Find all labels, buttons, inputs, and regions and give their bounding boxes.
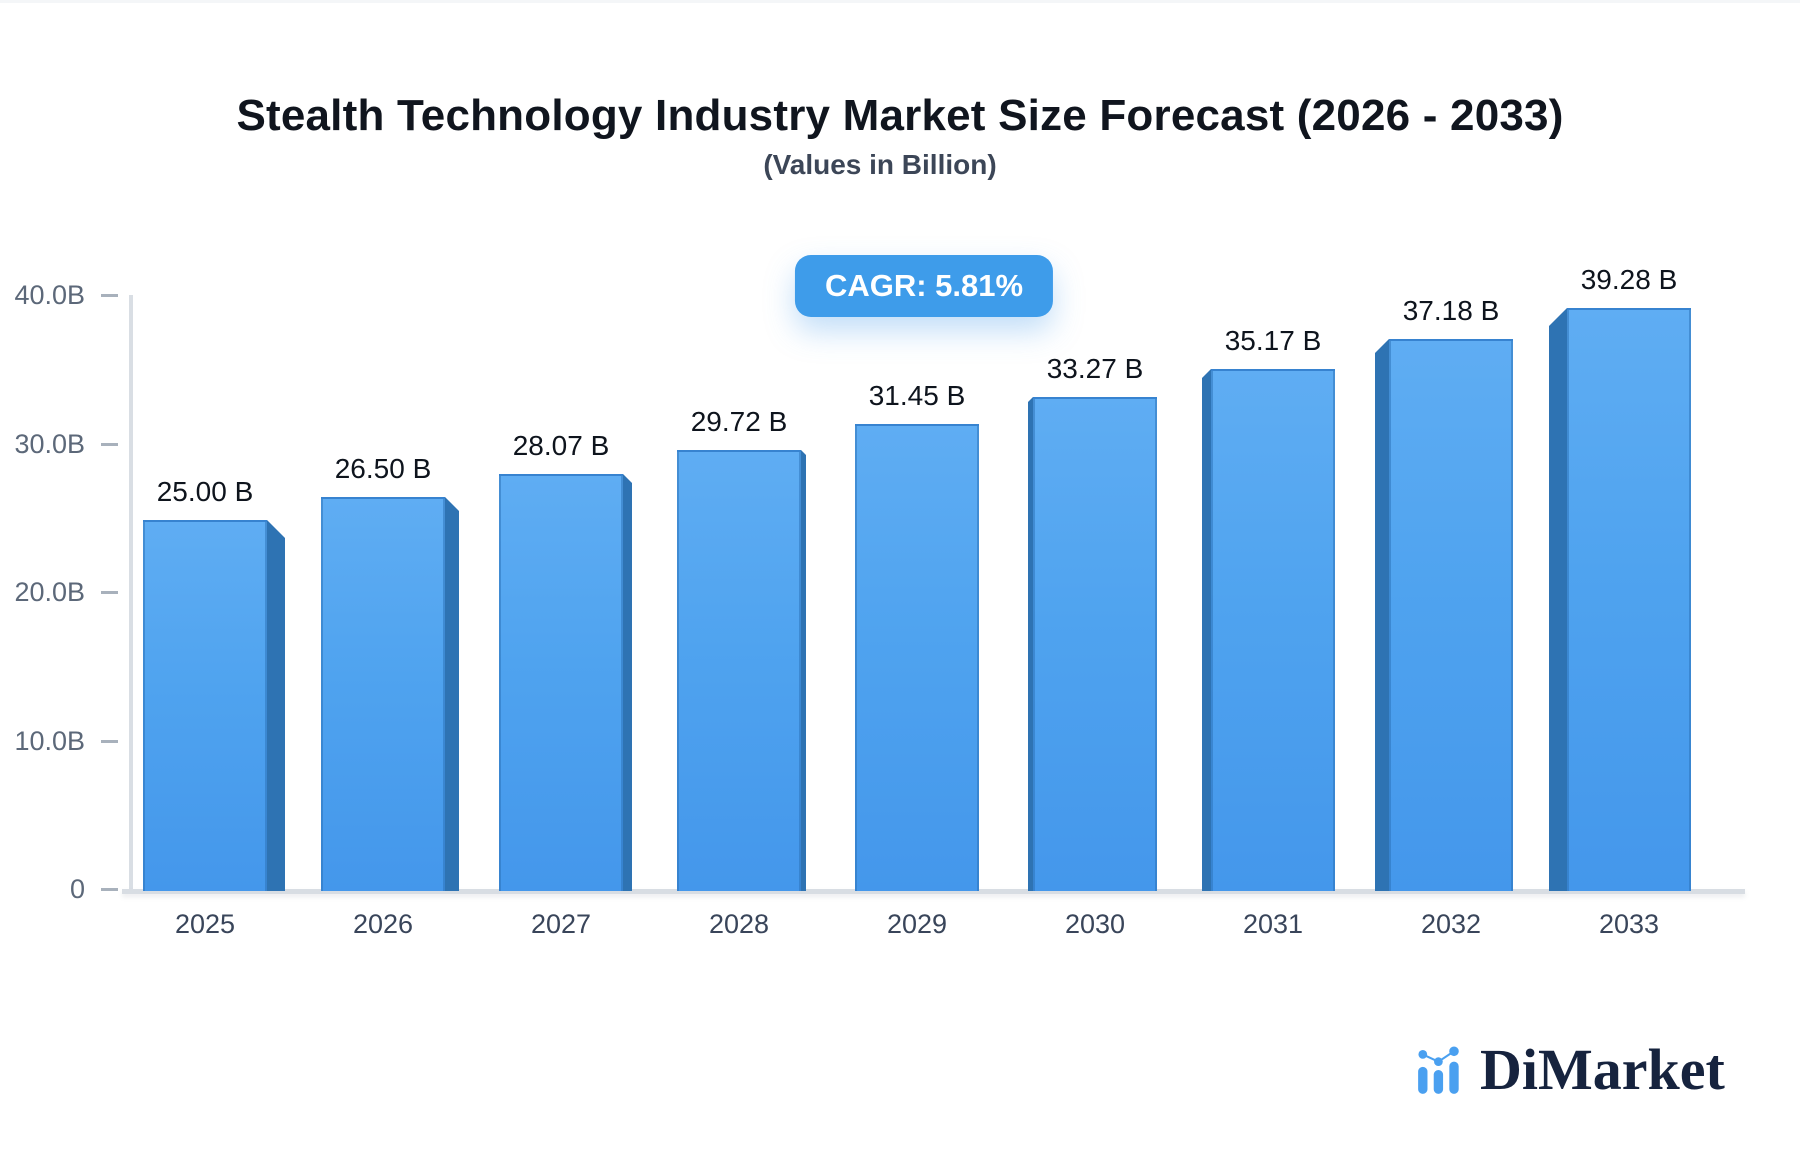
plot-area: 0 10.0B 20.0B 30.0B 40.0B 25.00 B 2025 26.50 B 2… bbox=[0, 3, 1800, 1156]
bar-value-label: 31.45 B bbox=[868, 380, 966, 411]
bar-2032[interactable] bbox=[1389, 339, 1513, 891]
x-tick-label-2027: 2027 bbox=[530, 909, 592, 939]
bar-value-label: 29.72 B bbox=[690, 406, 788, 437]
y-axis-line bbox=[129, 295, 133, 891]
x-tick-label-2025: 2025 bbox=[174, 909, 236, 939]
bar-side-shade bbox=[445, 497, 459, 891]
cagr-badge: CAGR: 5.81% bbox=[794, 255, 1054, 317]
chart-title: Stealth Technology Industry Market Size … bbox=[236, 91, 1564, 140]
x-tick-label-2032: 2032 bbox=[1420, 909, 1482, 939]
y-tick bbox=[101, 739, 118, 743]
bar-side-shade bbox=[1202, 369, 1211, 891]
x-tick-label-2026: 2026 bbox=[352, 909, 414, 939]
dimarket-logo-icon bbox=[1418, 1046, 1459, 1094]
y-tick-label: 10.0B bbox=[14, 725, 85, 756]
bar-value-label: 25.00 B bbox=[156, 476, 254, 507]
bar-value-label: 26.50 B bbox=[334, 453, 432, 484]
bar-2030[interactable] bbox=[1033, 397, 1157, 891]
chart-subtitle: (Values in Billion) bbox=[763, 149, 997, 180]
x-tick-label-2030: 2030 bbox=[1064, 909, 1126, 939]
bar-column-2029 bbox=[855, 424, 979, 891]
bar-column-2026 bbox=[321, 497, 459, 891]
y-tick bbox=[101, 442, 118, 446]
bar-column-2033 bbox=[1549, 308, 1691, 891]
bar-2033[interactable] bbox=[1567, 308, 1691, 891]
x-axis-line bbox=[122, 889, 1745, 894]
x-tick-label-2028: 2028 bbox=[708, 909, 770, 939]
bar-column-2025 bbox=[143, 520, 285, 891]
bar-2027[interactable] bbox=[499, 474, 623, 891]
y-tick bbox=[101, 591, 118, 594]
x-tick-label-2031: 2031 bbox=[1242, 909, 1304, 939]
bar-2025[interactable] bbox=[143, 520, 267, 891]
bar-2026[interactable] bbox=[321, 497, 445, 891]
bar-value-label: 37.18 B bbox=[1402, 295, 1500, 326]
y-tick bbox=[101, 294, 118, 297]
bar-2028[interactable] bbox=[677, 450, 801, 891]
bar-column-2027 bbox=[499, 474, 632, 891]
bar-2029[interactable] bbox=[855, 424, 979, 891]
bar-side-shade bbox=[1549, 308, 1567, 891]
y-tick-label: 20.0B bbox=[14, 577, 85, 607]
y-tick-label: 30.0B bbox=[14, 428, 85, 459]
y-tick-label: 0 bbox=[69, 874, 85, 904]
bar-value-label: 35.17 B bbox=[1224, 325, 1322, 356]
bar-value-label: 39.28 B bbox=[1580, 264, 1678, 295]
dimarket-logo-text: DiMarket bbox=[1480, 1037, 1725, 1102]
x-tick-label-2033: 2033 bbox=[1598, 909, 1660, 939]
bar-column-2031 bbox=[1202, 369, 1335, 891]
y-tick-label: 40.0B bbox=[14, 280, 85, 310]
y-tick bbox=[101, 888, 118, 891]
bar-column-2032 bbox=[1375, 339, 1513, 891]
bar-side-shade bbox=[1028, 397, 1033, 891]
bar-2031[interactable] bbox=[1211, 369, 1335, 891]
dimarket-logo: DiMarket bbox=[1416, 1041, 1725, 1099]
bar-column-2028 bbox=[677, 450, 806, 891]
bar-side-shade bbox=[1375, 339, 1389, 891]
bar-side-shade bbox=[801, 450, 806, 891]
bar-value-label: 28.07 B bbox=[512, 430, 610, 461]
bar-side-shade bbox=[267, 520, 285, 891]
bar-column-2030 bbox=[1028, 397, 1157, 891]
bar-value-label: 33.27 B bbox=[1046, 353, 1144, 384]
x-tick-label-2029: 2029 bbox=[886, 909, 948, 939]
bar-side-shade bbox=[623, 474, 632, 891]
